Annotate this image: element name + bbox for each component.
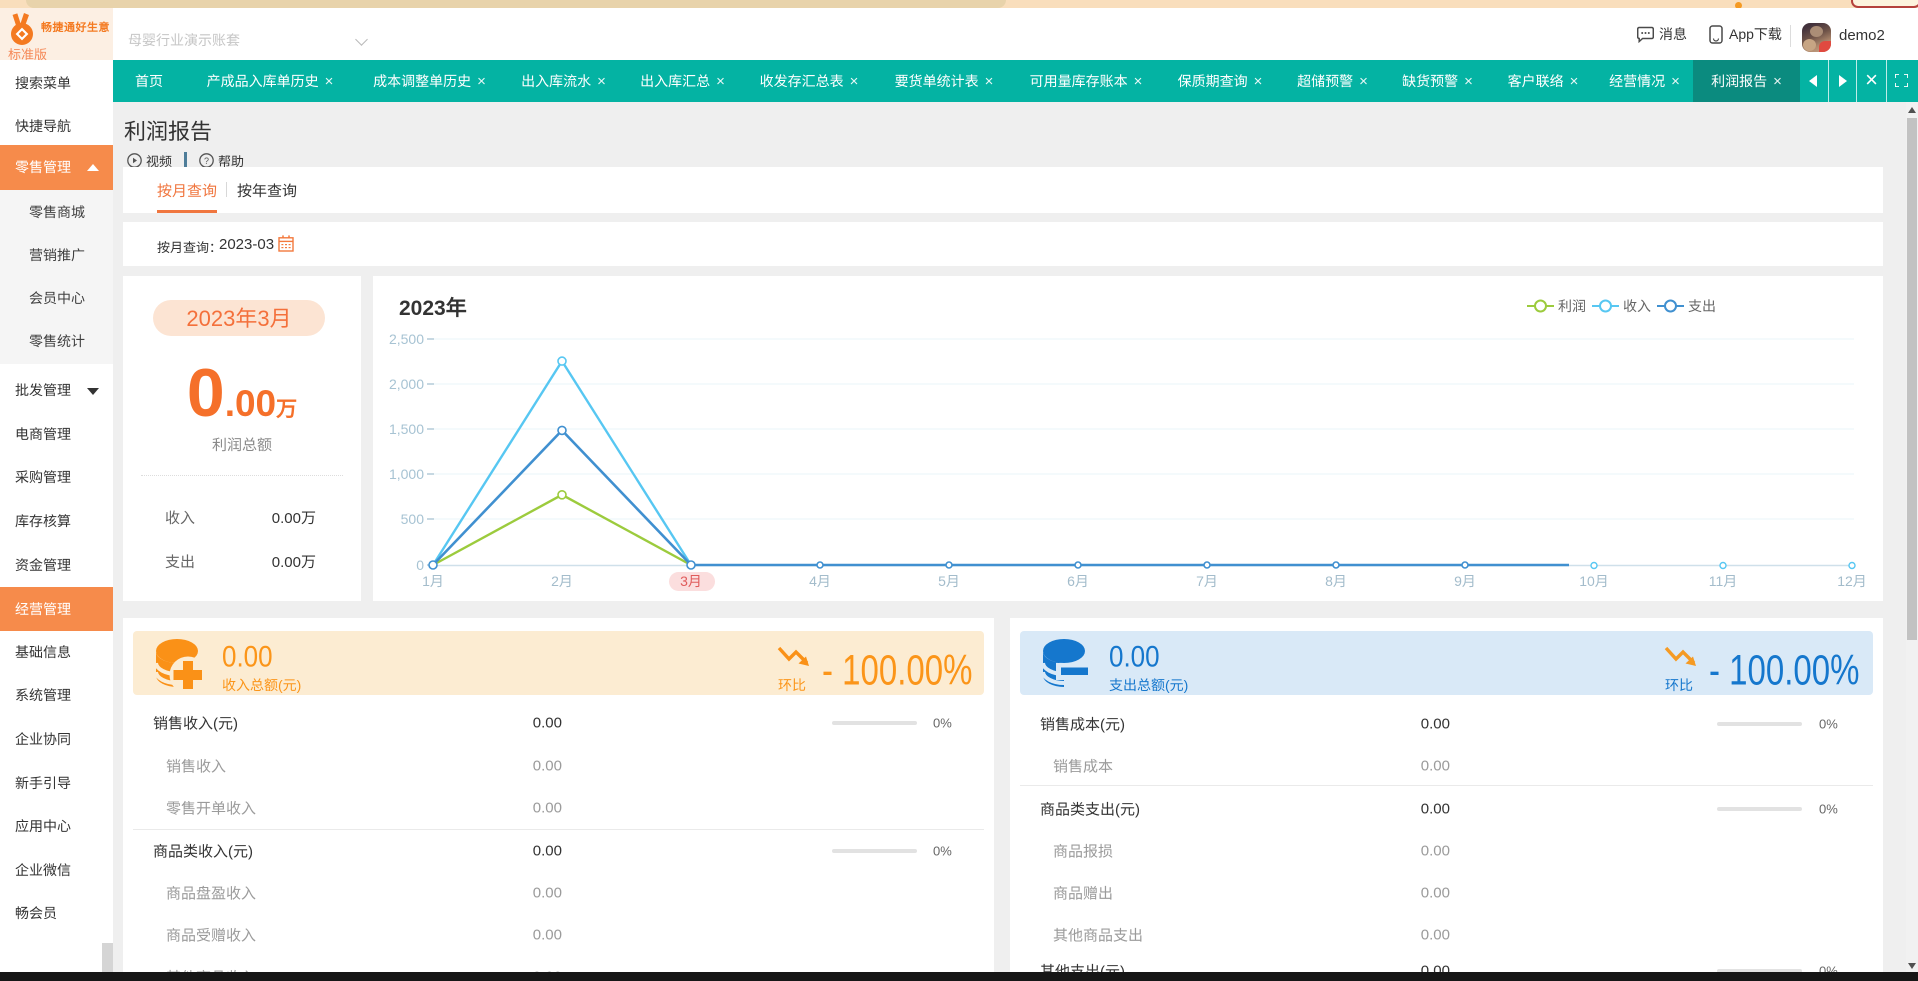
svg-text:2,000: 2,000 <box>389 376 424 392</box>
svg-text:12月: 12月 <box>1837 573 1867 589</box>
svg-text:500: 500 <box>401 511 425 527</box>
svg-text:6月: 6月 <box>1067 573 1089 589</box>
svg-text:收入: 收入 <box>1623 298 1651 314</box>
svg-text:支出: 支出 <box>1688 298 1716 314</box>
svg-text:4月: 4月 <box>809 573 831 589</box>
svg-text:10月: 10月 <box>1579 573 1609 589</box>
svg-text:11月: 11月 <box>1709 573 1738 589</box>
svg-text:1月: 1月 <box>422 573 444 589</box>
svg-text:3月: 3月 <box>680 573 702 589</box>
svg-text:9月: 9月 <box>1454 573 1476 589</box>
svg-text:0: 0 <box>416 557 424 573</box>
svg-text:?: ? <box>204 156 209 166</box>
svg-text:2023年: 2023年 <box>399 296 467 320</box>
svg-text:7月: 7月 <box>1196 573 1218 589</box>
svg-text:8月: 8月 <box>1325 573 1347 589</box>
svg-text:1,500: 1,500 <box>389 421 424 437</box>
svg-text:1,000: 1,000 <box>389 466 424 482</box>
svg-text:利润: 利润 <box>1558 298 1586 314</box>
svg-text:2,500: 2,500 <box>389 331 424 347</box>
svg-text:2月: 2月 <box>551 573 573 589</box>
svg-text:5月: 5月 <box>938 573 960 589</box>
